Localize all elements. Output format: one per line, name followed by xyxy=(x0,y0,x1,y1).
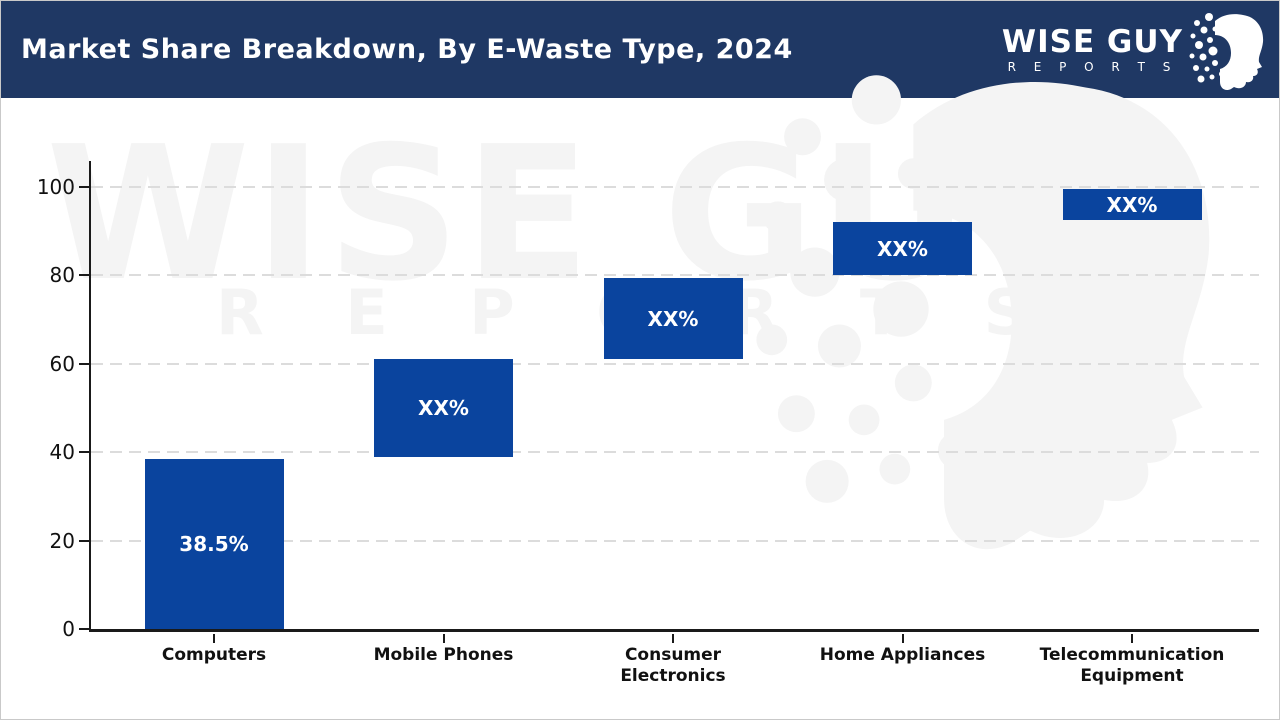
gridline xyxy=(91,451,1259,454)
x-axis-category-label: Computers xyxy=(161,645,267,665)
bar-value-label: XX% xyxy=(418,396,469,420)
bar-value-label: XX% xyxy=(1106,192,1158,217)
logo-head-icon xyxy=(1189,13,1264,91)
y-axis-tick xyxy=(79,628,89,630)
gridline xyxy=(91,274,1259,277)
y-axis-tick xyxy=(79,539,89,542)
gridline xyxy=(91,186,1259,188)
bar-home-appliances: XX% xyxy=(833,222,972,276)
x-axis-tick xyxy=(442,634,445,643)
x-axis-category-label: Consumer Electronics xyxy=(620,645,726,687)
wise-guy-logo: WISE GUY R E P O R T S xyxy=(1002,9,1265,91)
x-axis-tick xyxy=(672,634,674,643)
bar-computers: 38.5% xyxy=(144,458,284,629)
bar-value-label: 38.5% xyxy=(179,531,249,556)
x-axis-category-label: Home Appliances xyxy=(819,645,986,665)
x-axis-tick xyxy=(901,634,904,643)
y-axis-tick-label: 60 xyxy=(49,351,75,376)
y-axis-tick xyxy=(79,362,89,365)
logo-name: WISE GUY xyxy=(1001,23,1183,60)
y-axis-tick-label: 0 xyxy=(62,617,75,641)
y-axis-tick-label: 20 xyxy=(49,528,75,553)
x-axis-tick xyxy=(213,634,215,643)
gridline xyxy=(91,539,1259,542)
bar-mobile-phones: XX% xyxy=(374,359,513,457)
gridline xyxy=(91,362,1259,365)
chart-title: Market Share Breakdown, By E-Waste Type,… xyxy=(21,34,793,65)
y-axis-tick-label: 80 xyxy=(49,263,75,288)
logo-tagline: R E P O R T S xyxy=(1007,60,1178,75)
y-axis-tick-label: 40 xyxy=(49,440,75,465)
x-axis-category-label: Mobile Phones xyxy=(373,645,514,665)
bar-consumer-electronics: XX% xyxy=(603,277,743,360)
y-axis-tick-label: 100 xyxy=(36,175,75,199)
y-axis-tick xyxy=(79,451,89,454)
bar-telecommunication-equipment: XX% xyxy=(1062,189,1202,221)
logo-text: WISE GUY R E P O R T S xyxy=(1002,26,1183,75)
y-axis-tick xyxy=(79,186,89,188)
bar-value-label: XX% xyxy=(647,306,699,331)
chart-header: Market Share Breakdown, By E-Waste Type,… xyxy=(1,1,1279,98)
x-axis-category-label: Telecommunication Equipment xyxy=(1039,645,1225,687)
plot-area: 0 20 40 60 80 100 38.5% Computers XX% Mobile Phon… xyxy=(37,161,1259,686)
x-axis-tick xyxy=(1131,634,1133,643)
bar-value-label: XX% xyxy=(877,236,928,261)
y-axis-tick xyxy=(79,274,89,277)
